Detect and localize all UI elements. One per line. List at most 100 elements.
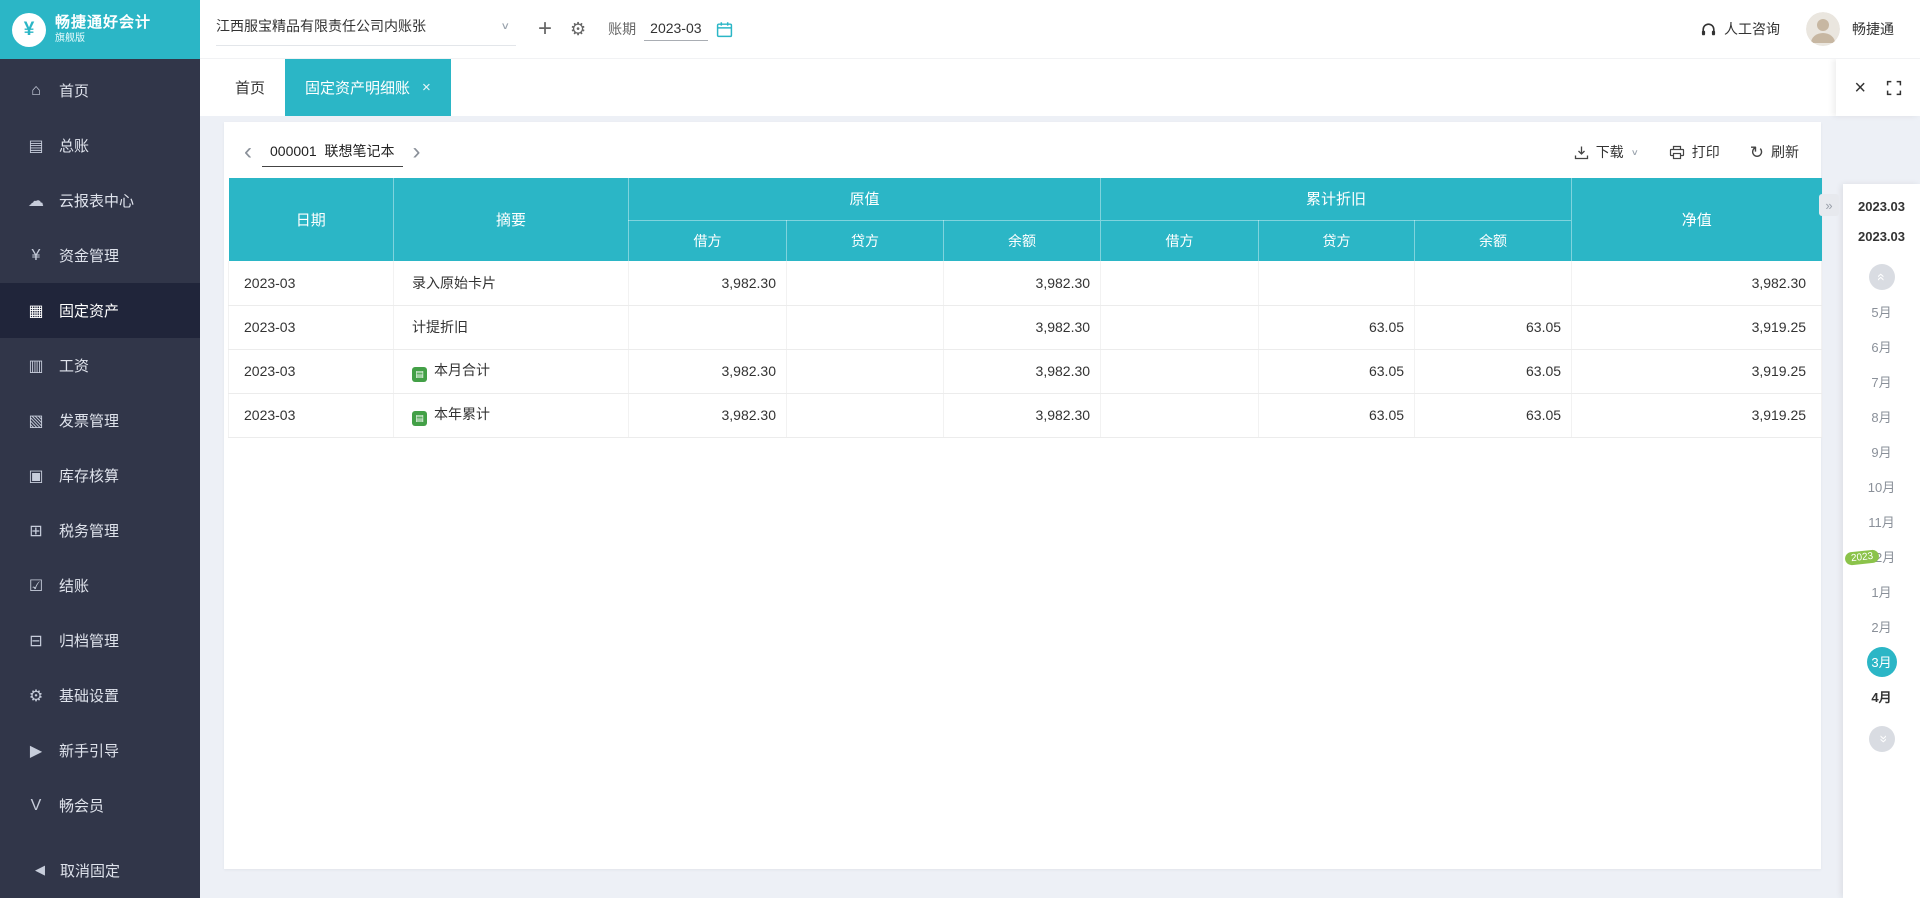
period-label: 账期 [608,21,637,37]
app-logo-icon: ¥ [12,12,46,47]
sidebar: ¥ 畅捷通好会计 旗舰版 ⌂ 首页 ▤ 总账 ☁ 云报表中心 ¥ 资金管理 ▦ … [0,0,200,898]
sidebar-item-fixed-assets[interactable]: ▦ 固定资产 [0,283,200,338]
period-start[interactable]: 2023.03 [1858,199,1905,214]
sidebar-item-general-ledger[interactable]: ▤ 总账 [0,118,200,173]
sidebar-item-beginner-guide[interactable]: ▶ 新手引导 [0,723,200,778]
sidebar-item-label: 首页 [59,83,90,100]
sidebar-item-archive-management[interactable]: ⊟ 归档管理 [0,613,200,668]
sidebar-item-member[interactable]: V 畅会员 [0,778,200,833]
fixed-assets-icon: ▦ [28,302,44,320]
month-item[interactable]: 1月 [1871,585,1892,600]
cell-ov-credit [786,393,944,438]
period-value[interactable]: 2023-03 [644,18,708,41]
fullscreen-icon[interactable] [1886,80,1902,96]
cell-dep-balance: 63.05 [1414,305,1573,350]
cell-dep-balance: 63.05 [1414,393,1573,438]
month-item[interactable]: 5月 [1871,305,1892,320]
cell-dep-balance [1414,261,1573,306]
cell-ov-balance: 3,982.30 [943,261,1102,306]
scroll-up-icon[interactable]: « [1868,264,1895,290]
sidebar-item-tax-management[interactable]: ⊞ 税务管理 [0,503,200,558]
settings-gear-icon[interactable]: ⚙ [570,18,587,39]
month-item[interactable]: 4月 [1871,690,1892,705]
col-header-ov-balance: 余额 [942,220,1101,261]
add-account-set-icon[interactable]: + [538,15,553,42]
invoice-icon: ▧ [28,412,44,430]
table-row[interactable]: 2023-03 ▤ 本月合计 3,982.30 3,982.30 63.05 63… [228,349,1823,394]
cell-ov-debit: 3,982.30 [628,349,787,394]
table-row[interactable]: 2023-03 ▤ 本年累计 3,982.30 3,982.30 63.05 63… [228,393,1823,438]
cell-summary: ▤ 本年累计 [393,393,629,438]
col-group-original-value: 原值 [627,178,1101,221]
cell-dep-credit [1258,261,1416,306]
print-icon [1669,145,1685,160]
chevron-down-icon: ∨ [1630,147,1639,157]
support-label: 人工咨询 [1724,21,1780,37]
close-panel-icon[interactable]: × [1854,76,1866,99]
tab-fixed-asset-ledger[interactable]: 固定资产明细账 × [285,59,451,116]
sidebar-item-label: 畅会员 [59,798,105,815]
asset-code-name[interactable]: 000001 联想笔记本 [262,138,403,167]
cell-ov-debit: 3,982.30 [628,261,787,306]
cell-dep-credit: 63.05 [1258,305,1416,350]
refresh-button[interactable]: ↻ 刷新 [1750,142,1799,162]
month-item[interactable]: 9月 [1871,445,1892,460]
table-row[interactable]: 2023-03 录入原始卡片 3,982.30 3,982.30 3,982.3… [228,261,1823,306]
download-button[interactable]: 下载 ∨ [1574,142,1639,162]
cell-ov-credit [786,305,944,350]
month-item[interactable]: 11月 [1868,515,1895,530]
sidebar-item-basic-settings[interactable]: ⚙ 基础设置 [0,668,200,723]
payroll-icon: ▥ [28,357,44,375]
print-button[interactable]: 打印 [1669,142,1720,162]
inventory-icon: ▣ [28,467,44,485]
avatar[interactable] [1806,12,1840,46]
col-header-net-value: 净值 [1571,178,1822,261]
col-header-ov-debit: 借方 [628,220,787,261]
sidebar-item-home[interactable]: ⌂ 首页 [0,63,200,118]
cell-dep-debit [1100,261,1260,306]
tab-home[interactable]: 首页 [215,59,286,116]
print-label: 打印 [1691,144,1720,160]
sidebar-item-inventory-accounting[interactable]: ▣ 库存核算 [0,448,200,503]
sidebar-item-funds-management[interactable]: ¥ 资金管理 [0,228,200,283]
month-item[interactable]: 2月 [1871,620,1892,635]
month-list: 5月 6月 7月 8月 9月 10月 11月 12月 2023 1月 2月 3月… [1843,294,1920,714]
col-group-accumulated-depreciation: 累计折旧 [1100,178,1572,221]
tabbar: 首页 固定资产明细账 × × [200,59,1920,116]
company-select[interactable]: 江西服宝精品有限责任公司内账张 ∨ [216,12,516,46]
table-row[interactable]: 2023-03 计提折旧 3,982.30 63.05 63.05 3,919.… [228,305,1823,350]
member-icon: V [30,796,42,814]
sidebar-item-cloud-reports[interactable]: ☁ 云报表中心 [0,173,200,228]
cell-ov-balance: 3,982.30 [943,305,1102,350]
period-end[interactable]: 2023.03 [1858,229,1905,244]
refresh-icon: ↻ [1749,142,1764,162]
prev-asset-icon[interactable]: ‹ [244,138,252,165]
sidebar-item-payroll[interactable]: ▥ 工资 [0,338,200,393]
month-item-active[interactable]: 3月 [1843,644,1920,679]
cell-dep-debit [1100,305,1260,350]
cell-dep-balance: 63.05 [1414,349,1573,394]
unpin-sidebar-button[interactable]: ◀ 取消固定 [0,848,200,892]
sidebar-item-label: 发票管理 [59,413,120,430]
collapse-timeline-icon[interactable]: » [1819,194,1839,216]
sidebar-item-closing[interactable]: ☑ 结账 [0,558,200,613]
close-icon[interactable]: × [422,79,431,96]
next-asset-icon[interactable]: › [412,138,421,165]
sidebar-item-label: 新手引导 [59,743,120,760]
period-timeline-panel: 2023.03 2023.03 « 5月 6月 7月 8月 9月 10月 11月… [1843,184,1920,898]
sidebar-item-label: 总账 [59,138,90,155]
sidebar-item-label: 库存核算 [59,468,120,485]
scroll-down-icon[interactable]: « [1868,726,1895,752]
cell-ov-credit [786,349,944,394]
cell-net: 3,982.30 [1571,261,1823,306]
month-item[interactable]: 7月 [1871,375,1892,390]
sidebar-item-label: 归档管理 [59,633,120,650]
cell-ov-debit [628,305,787,350]
human-support-button[interactable]: 人工咨询 [1700,19,1780,39]
calendar-icon[interactable] [716,21,733,38]
chevron-down-icon: ∨ [500,20,510,32]
month-item[interactable]: 10月 [1867,480,1896,495]
sidebar-item-invoice-management[interactable]: ▧ 发票管理 [0,393,200,448]
month-item[interactable]: 8月 [1871,410,1892,425]
month-item[interactable]: 6月 [1871,340,1892,355]
